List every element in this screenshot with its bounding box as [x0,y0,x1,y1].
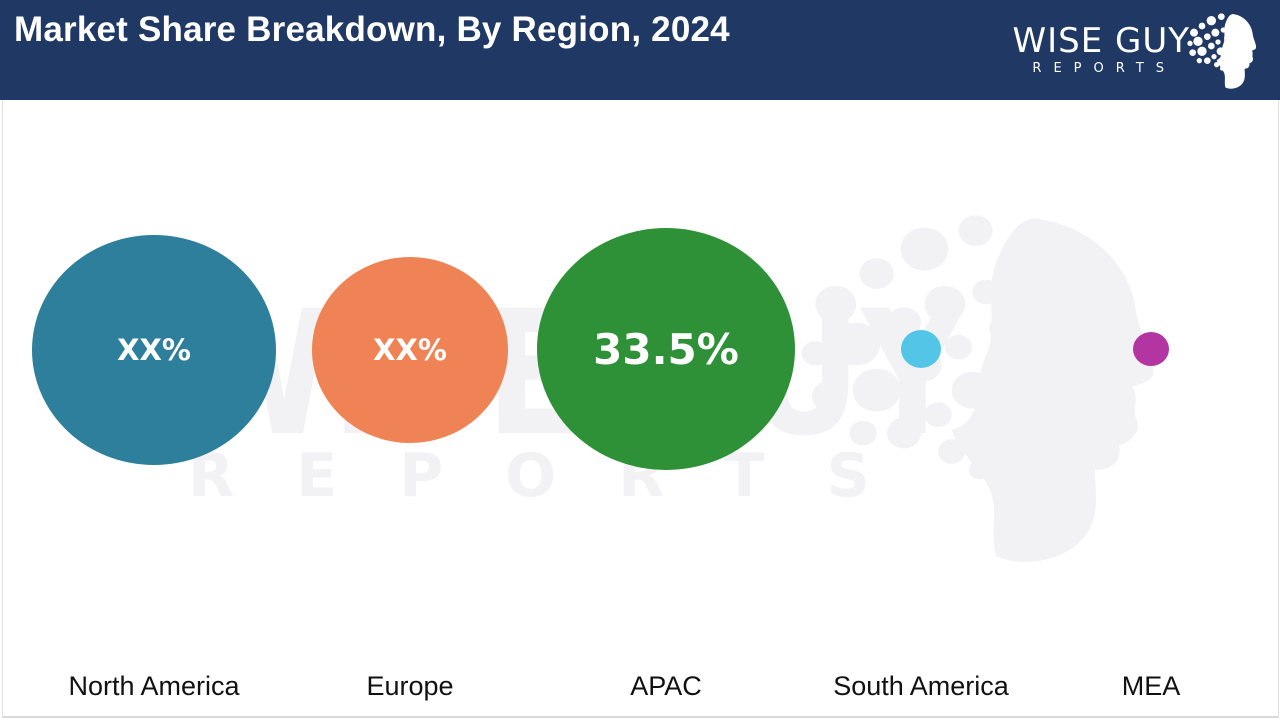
category-label-europe: Europe [366,671,454,701]
wiseguy-logo: WISE GUY REPORTS [1012,6,1268,94]
category-label-south-america: South America [833,671,1009,701]
watermark-reports-text: REPORTS [188,441,932,511]
wiseguy-logo-wordmark: WISE GUY [1012,21,1190,61]
category-label-mea: MEA [1121,671,1181,701]
wiseguy-head-icon [1187,13,1257,89]
bubble-mea [1133,332,1169,366]
page-title: Market Share Breakdown, By Region, 2024 [14,10,730,49]
category-label-north-america: North America [68,671,240,701]
category-label-apac: APAC [630,671,702,701]
chart-frame [2,100,1279,718]
wiseguy-logo-reports-text: REPORTS [1032,61,1177,76]
bubble-south-america [901,330,941,368]
wiseguy-head-watermark-icon [801,215,1154,562]
header-bar: Market Share Breakdown, By Region, 2024 … [0,0,1280,100]
bubble-value-label: 33.5% [593,324,739,374]
bubble-value-label: XX% [117,333,191,367]
bubble-apac: 33.5% [537,228,795,470]
bubble-value-label: XX% [373,333,447,367]
bubble-europe: XX% [312,257,508,443]
bubble-north-america: XX% [32,235,276,465]
wiseguy-logo-text: WISE GUY REPORTS [1012,24,1190,76]
